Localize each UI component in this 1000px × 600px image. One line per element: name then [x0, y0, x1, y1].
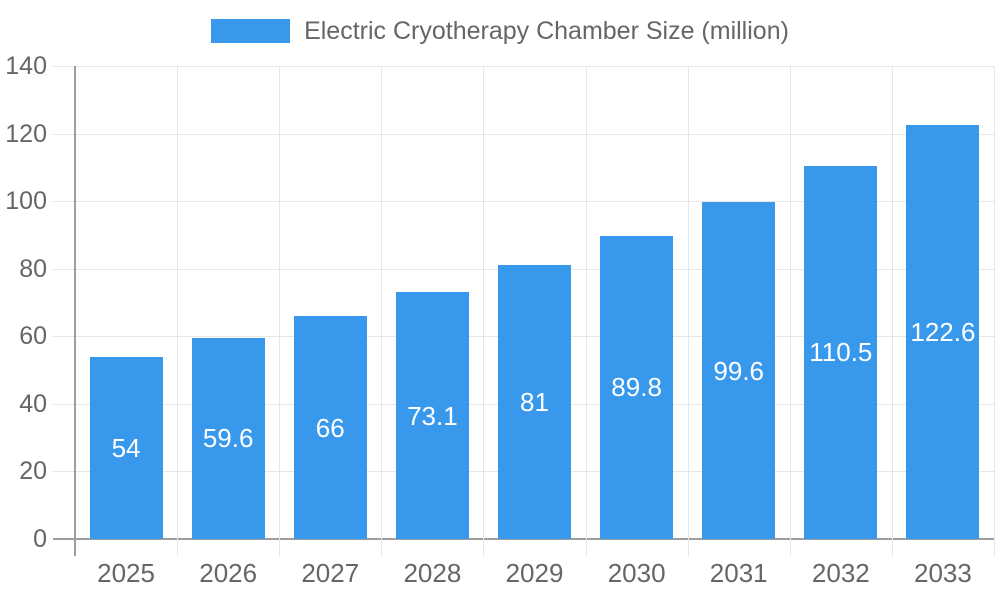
x-axis-tick-label: 2028 [403, 558, 462, 588]
bar-value-label: 99.6 [713, 355, 765, 386]
y-axis-tick-label: 40 [19, 389, 47, 418]
y-axis-tick-label: 0 [33, 525, 47, 553]
bar-2032[interactable] [804, 165, 878, 539]
bar-value-label: 66 [315, 412, 345, 443]
x-axis-tick-label: 2025 [97, 558, 155, 588]
bar-2031[interactable] [702, 202, 776, 539]
y-axis-tick-label: 100 [5, 187, 47, 216]
y-axis-tick-label: 60 [19, 322, 47, 351]
gridline-vertical [279, 66, 281, 556]
gridline-vertical [177, 66, 179, 556]
bar-value-label: 81 [520, 387, 549, 418]
gridline-vertical [994, 66, 995, 556]
x-axis-tick-label: 2032 [811, 558, 870, 588]
bar-value-label: 54 [111, 432, 141, 463]
x-axis-line [53, 538, 994, 540]
bar-2025[interactable] [89, 356, 163, 539]
bar-value-label: 89.8 [611, 372, 662, 403]
y-axis-tick-label: 80 [19, 254, 47, 283]
legend-swatch [211, 19, 291, 43]
gridline-vertical [483, 66, 485, 556]
bar-value-label: 73.1 [407, 400, 458, 431]
bar-2029[interactable] [498, 265, 571, 539]
legend[interactable]: Electric Cryotherapy Chamber Size (milli… [0, 17, 1000, 45]
bar-2030[interactable] [600, 235, 674, 539]
bar-value-label: 59.6 [202, 423, 254, 454]
bar-value-label: 122.6 [910, 316, 976, 347]
gridline-vertical [687, 66, 689, 556]
y-axis-line [74, 66, 76, 556]
bar-2028[interactable] [395, 292, 469, 539]
legend-label: Electric Cryotherapy Chamber Size (milli… [304, 17, 789, 45]
bar-2033[interactable] [906, 124, 980, 539]
x-axis-tick-label: 2033 [914, 558, 972, 588]
x-axis-tick-label: 2029 [505, 558, 564, 588]
bar-2027[interactable] [293, 316, 367, 539]
gridline-horizontal [53, 201, 994, 203]
gridline-vertical [381, 66, 383, 556]
bar-value-label: 110.5 [809, 337, 873, 368]
y-axis-tick-label: 120 [5, 119, 47, 148]
x-axis-tick-label: 2027 [301, 558, 360, 588]
bar-2026[interactable] [191, 337, 265, 539]
y-axis-tick-label: 140 [5, 52, 47, 80]
gridline-vertical [891, 66, 893, 556]
x-axis-tick-label: 2030 [607, 558, 666, 588]
gridline-horizontal [53, 133, 994, 135]
gridline-vertical [789, 66, 791, 556]
x-axis-tick-label: 2026 [199, 558, 258, 588]
gridline-vertical [585, 66, 587, 556]
gridline-horizontal [53, 66, 994, 67]
x-axis-tick-label: 2031 [709, 558, 768, 588]
y-axis-tick-label: 20 [19, 457, 47, 486]
